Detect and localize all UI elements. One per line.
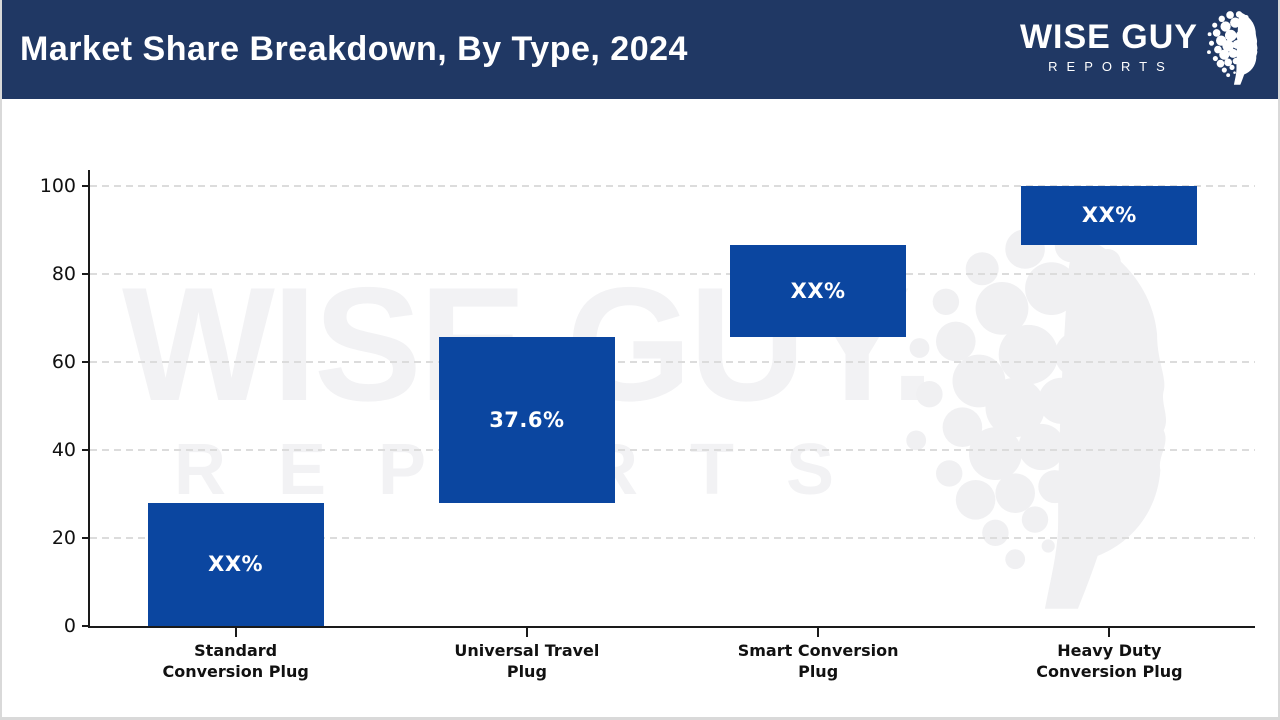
bar-value-label: XX% (1081, 203, 1137, 228)
bar-value-label: XX% (790, 279, 846, 304)
x-category-label: Standard Conversion Plug (162, 641, 309, 681)
y-tick-mark (82, 361, 90, 363)
y-gridline (90, 185, 1255, 187)
page-title: Market Share Breakdown, By Type, 2024 (20, 30, 688, 68)
logo-head-icon (1200, 6, 1264, 88)
y-tick-mark (82, 185, 90, 187)
x-axis-line (88, 626, 1255, 628)
logo-subtext: REPORTS (1048, 59, 1174, 74)
y-tick-label: 60 (51, 351, 76, 373)
header-bar: Market Share Breakdown, By Type, 2024 WI… (2, 0, 1278, 99)
bar-segment: XX% (1021, 186, 1198, 245)
y-axis-line (88, 170, 90, 628)
x-tick-mark (817, 628, 820, 637)
x-category-label: Smart Conversion Plug (737, 641, 899, 681)
y-tick-mark (82, 625, 90, 627)
y-gridline (90, 273, 1255, 275)
x-category-label: Universal Travel Plug (454, 641, 600, 681)
y-tick-label: 100 (39, 175, 76, 197)
x-tick-mark (525, 628, 528, 637)
chart-area: WISE GUY. REPORTS 020406080100XX%37.6%XX… (2, 99, 1278, 717)
y-gridline (90, 449, 1255, 451)
bar-segment: 37.6% (438, 337, 615, 503)
y-tick-mark (82, 273, 90, 275)
x-category-label: Heavy Duty Conversion Plug (1036, 641, 1183, 681)
y-tick-mark (82, 537, 90, 539)
y-tick-label: 40 (51, 439, 76, 461)
y-tick-label: 20 (51, 527, 76, 549)
logo-text: WISE GUY REPORTS (1020, 20, 1198, 74)
bar-segment: XX% (730, 244, 907, 338)
y-gridline (90, 537, 1255, 539)
logo-wordmark: WISE GUY (1019, 18, 1198, 56)
x-tick-mark (1108, 628, 1111, 637)
y-tick-label: 80 (51, 263, 76, 285)
x-tick-mark (234, 628, 237, 637)
bar-value-label: 37.6% (489, 408, 565, 433)
y-tick-mark (82, 449, 90, 451)
y-tick-label: 0 (63, 615, 76, 637)
bar-value-label: XX% (208, 552, 264, 577)
wise-guy-logo: WISE GUY REPORTS (1020, 6, 1264, 88)
y-gridline (90, 361, 1255, 363)
bar-segment: XX% (147, 502, 324, 626)
